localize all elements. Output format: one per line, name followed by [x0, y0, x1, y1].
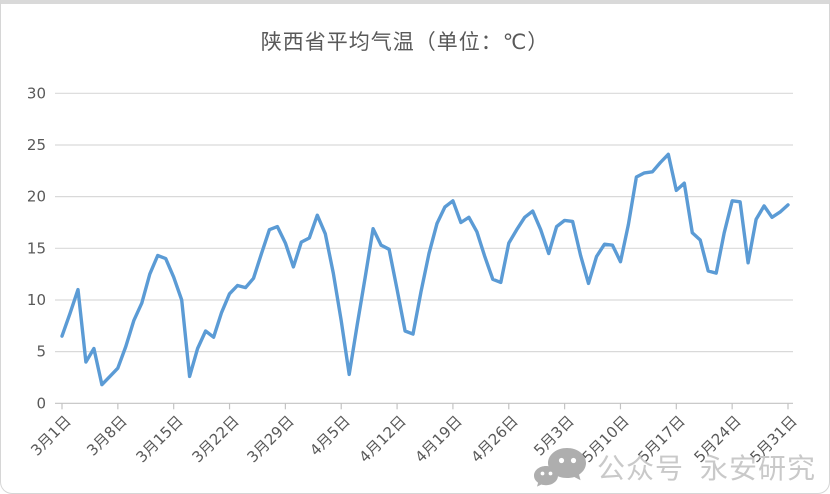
- y-axis-label: 30: [27, 84, 46, 102]
- watermark-text-right: 永安研究: [699, 452, 816, 485]
- y-axis-label: 10: [27, 291, 46, 309]
- y-axis-label: 5: [36, 343, 46, 361]
- y-axis-label: 15: [27, 239, 46, 257]
- wechat-icon: [533, 448, 586, 487]
- watermark-text-left: 公众号: [596, 452, 684, 485]
- y-axis-label: 0: [36, 394, 46, 412]
- y-axis-label: 20: [27, 188, 46, 206]
- y-axis-label: 25: [27, 136, 46, 154]
- chart-title: 陕西省平均气温（单位：℃）: [260, 30, 550, 54]
- temperature-line: [60, 152, 790, 387]
- watermark: 公众号 永安研究: [532, 446, 816, 488]
